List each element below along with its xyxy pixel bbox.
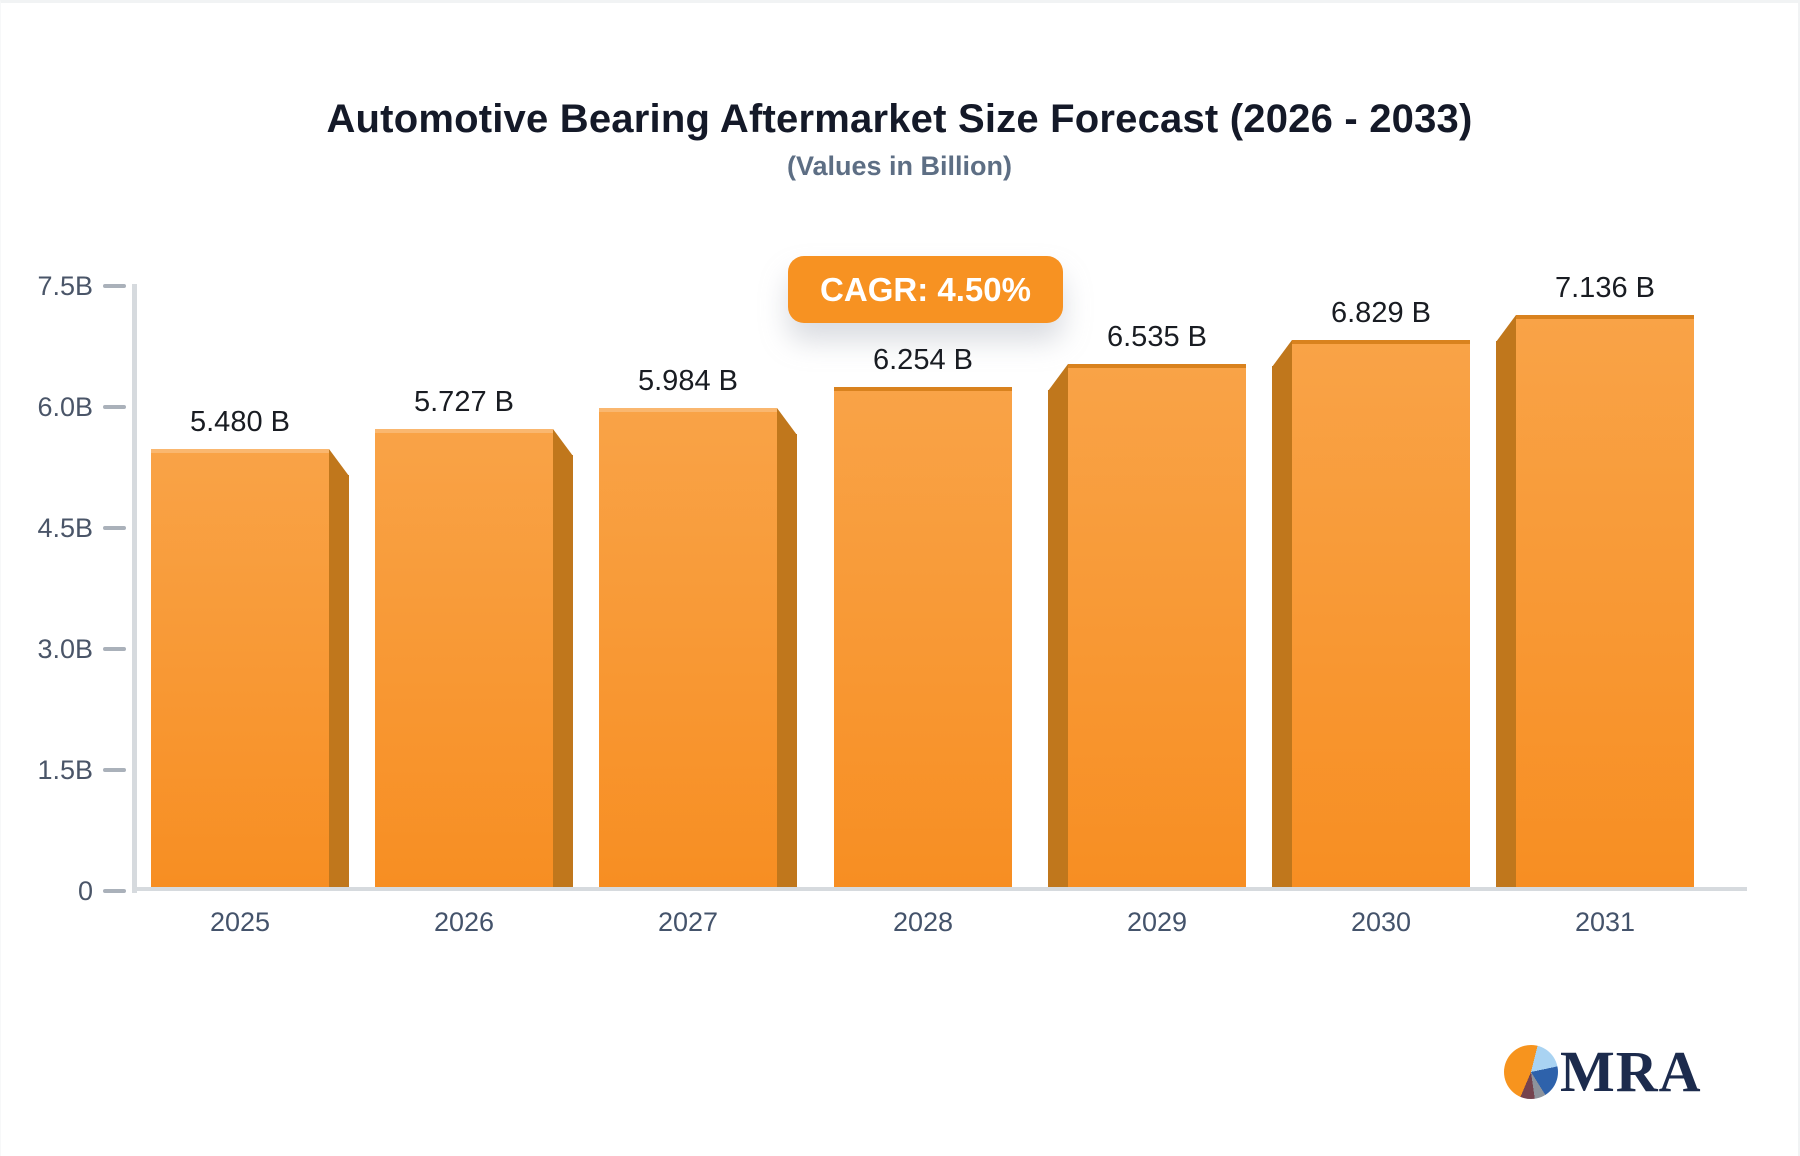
bar-value-label: 6.254 B bbox=[873, 344, 973, 376]
y-axis-label: 4.5B bbox=[37, 513, 93, 543]
bar-side-3d bbox=[1272, 366, 1292, 891]
y-axis-label: 6.0B bbox=[37, 392, 93, 422]
bar-value-label: 5.480 B bbox=[190, 406, 290, 438]
bar-2026 bbox=[375, 429, 553, 891]
y-axis-label: 0 bbox=[77, 876, 93, 906]
bar-side-3d bbox=[1496, 341, 1516, 891]
bar-side-3d bbox=[329, 475, 349, 891]
bar-value-label: 6.829 B bbox=[1331, 297, 1431, 329]
bar-2025 bbox=[151, 449, 329, 891]
y-axis-tick bbox=[103, 284, 126, 288]
bar-2029 bbox=[1068, 364, 1246, 891]
y-axis-tick bbox=[103, 768, 126, 772]
bar-2031 bbox=[1516, 315, 1694, 891]
bar-value-label: 7.136 B bbox=[1555, 272, 1655, 304]
x-axis-label: 2031 bbox=[1574, 907, 1636, 937]
y-axis-tick bbox=[103, 889, 126, 893]
x-axis-label: 2025 bbox=[209, 907, 271, 937]
bar-bevel-3d bbox=[1272, 340, 1292, 367]
bar-bevel-3d bbox=[1048, 364, 1068, 391]
bar-value-label: 5.727 B bbox=[414, 386, 514, 418]
x-axis-label: 2029 bbox=[1126, 907, 1188, 937]
mra-logo-text: MRA bbox=[1560, 1039, 1702, 1104]
y-axis-tick bbox=[103, 647, 126, 651]
bar-2030 bbox=[1292, 340, 1470, 891]
bar-bevel-3d bbox=[1496, 315, 1516, 342]
y-axis-line bbox=[132, 284, 137, 893]
page-title: Automotive Bearing Aftermarket Size Fore… bbox=[326, 97, 1473, 141]
bar-value-label: 5.984 B bbox=[638, 365, 738, 397]
bar-bevel-3d bbox=[553, 429, 573, 456]
bar-bevel-3d bbox=[329, 449, 349, 476]
bar-2027 bbox=[599, 408, 777, 891]
cagr-badge-label: CAGR: 4.50% bbox=[820, 270, 1031, 308]
bar-bevel-3d bbox=[777, 408, 797, 435]
bar-value-label: 6.535 B bbox=[1107, 321, 1207, 353]
bar-side-3d bbox=[1048, 390, 1068, 891]
x-axis-label: 2026 bbox=[433, 907, 495, 937]
y-axis-tick bbox=[103, 405, 126, 409]
bar-side-3d bbox=[777, 434, 797, 891]
y-axis-label: 1.5B bbox=[37, 755, 93, 785]
y-axis-tick bbox=[103, 526, 126, 530]
x-axis-label: 2028 bbox=[892, 907, 954, 937]
cagr-badge: CAGR: 4.50% bbox=[788, 256, 1063, 323]
x-axis-label: 2030 bbox=[1350, 907, 1412, 937]
bar-chart: 7.5B 6.0B 4.5B 3.0B 1.5B 0 5.480 B 2025 5.727 B 2… bbox=[1, 3, 1798, 1156]
x-axis-label: 2027 bbox=[657, 907, 719, 937]
y-axis-label: 3.0B bbox=[37, 634, 93, 664]
x-axis-line bbox=[132, 887, 1747, 891]
bar-2028 bbox=[834, 387, 1012, 891]
bar-side-3d bbox=[553, 455, 573, 891]
y-axis-label: 7.5B bbox=[37, 271, 93, 301]
mra-logo: MRA bbox=[1504, 1043, 1702, 1101]
page-subtitle: (Values in Billion) bbox=[786, 151, 1013, 181]
mra-logo-pie-icon bbox=[1504, 1045, 1558, 1099]
